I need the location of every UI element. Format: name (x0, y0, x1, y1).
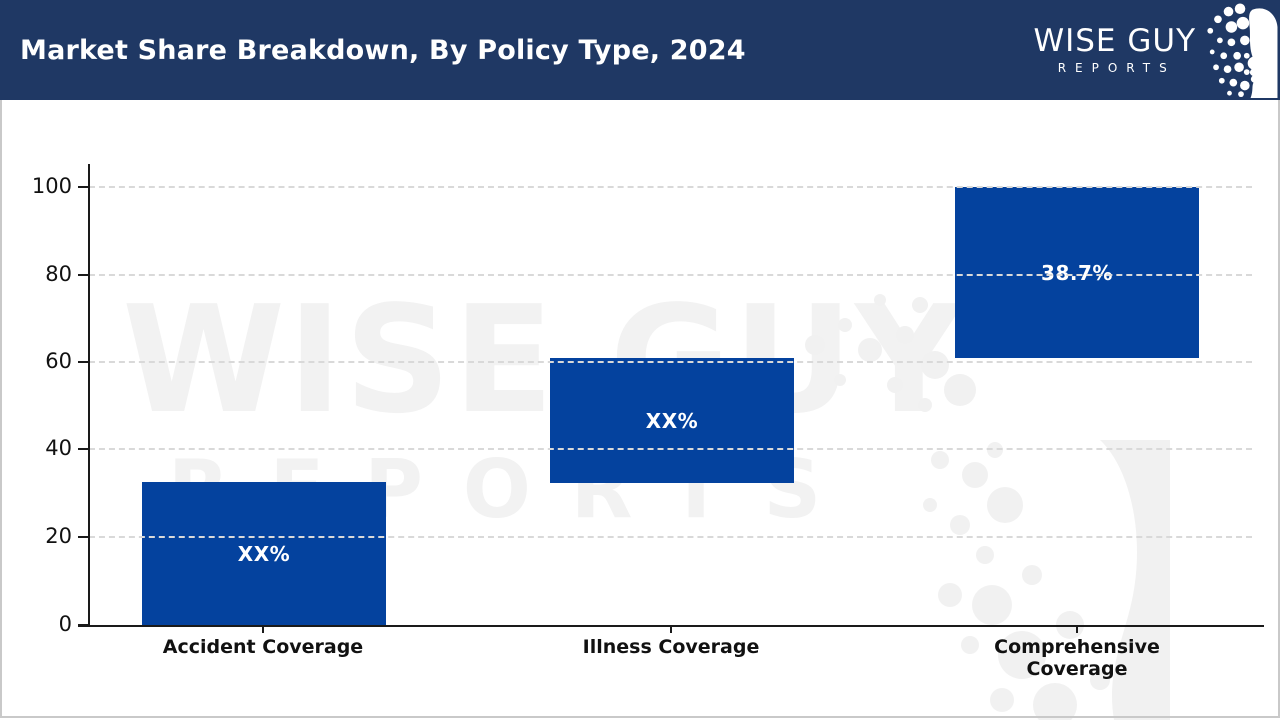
bar-accident-value-label: XX% (237, 541, 291, 566)
x-tick-illness (670, 627, 672, 633)
logo-face-icon (1207, 3, 1278, 98)
gridline-80 (89, 274, 1252, 276)
bar-comprehensive-coverage: 38.7% (955, 187, 1199, 358)
y-tick-label-100: 100 (31, 174, 72, 198)
logo-name-text: WISE GUY (1033, 22, 1196, 59)
bar-illness-coverage: XX% (550, 358, 794, 483)
y-tick-label-20: 20 (45, 524, 72, 548)
y-tick-80 (78, 274, 89, 276)
y-tick-label-40: 40 (45, 436, 72, 460)
page-border-left (0, 100, 2, 718)
gridline-100 (89, 186, 1252, 188)
bar-illness-value-label: XX% (645, 408, 699, 433)
x-tick-comprehensive (1076, 627, 1078, 633)
logo-subtext: REPORTS (1057, 60, 1176, 75)
bar-comprehensive-value-label: 38.7% (1041, 260, 1113, 285)
x-tick-accident (262, 627, 264, 633)
header: Market Share Breakdown, By Policy Type, … (0, 0, 1280, 100)
wiseguy-logo: WISE GUY REPORTS (1033, 0, 1280, 100)
y-tick-20 (78, 536, 89, 538)
gridline-60 (89, 361, 1252, 363)
y-tick-100 (78, 186, 89, 188)
y-tick-label-0: 0 (58, 612, 72, 636)
page-border-bottom (0, 716, 1280, 718)
y-tick-40 (78, 448, 89, 450)
gridline-20 (89, 536, 1252, 538)
logo-wordmark: WISE GUY REPORTS (1033, 22, 1196, 75)
y-tick-label-80: 80 (45, 262, 72, 286)
watermark-face-icon (805, 294, 1170, 720)
y-tick-0 (78, 624, 89, 626)
x-label-accident-coverage: Accident Coverage (162, 636, 364, 658)
x-label-comprehensive-coverage: Comprehensive Coverage (994, 636, 1160, 680)
y-axis-spine (88, 164, 90, 626)
watermark-wordmark: WISE GUY (122, 274, 965, 446)
page-title: Market Share Breakdown, By Policy Type, … (20, 34, 746, 66)
chart-area: WISE GUY REPORTS XX% (0, 100, 1280, 720)
x-axis-spine (78, 625, 1264, 627)
x-label-illness-coverage: Illness Coverage (582, 636, 760, 658)
bar-accident-coverage: XX% (142, 482, 386, 625)
page-border-right (1278, 100, 1280, 718)
y-tick-label-60: 60 (45, 349, 72, 373)
y-tick-60 (78, 361, 89, 363)
gridline-40 (89, 448, 1252, 450)
